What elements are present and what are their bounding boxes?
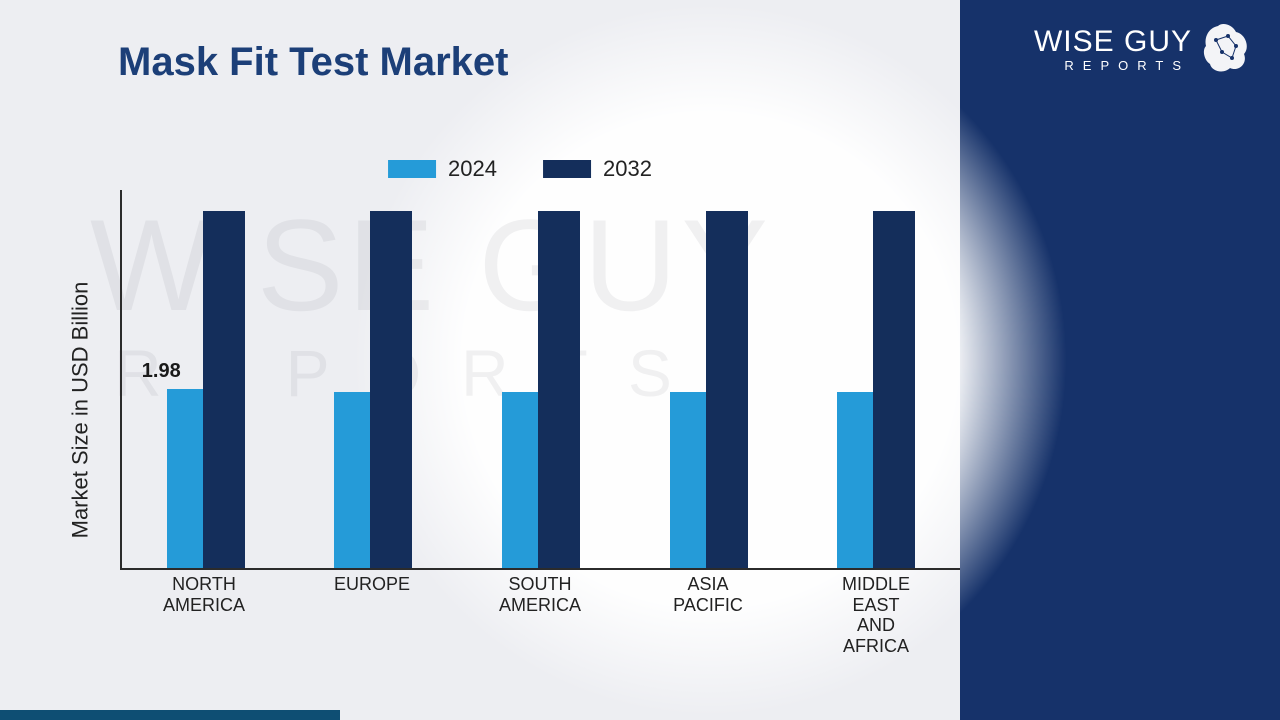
bar-2032 [873, 211, 915, 568]
brain-icon [1198, 22, 1252, 76]
legend-item-2032: 2032 [543, 156, 652, 182]
plot-area: 1.98 [120, 190, 960, 570]
bar-group [303, 190, 443, 568]
bar-group [639, 190, 779, 568]
legend-label-2032: 2032 [603, 156, 652, 182]
x-axis-label: MIDDLE EAST AND AFRICA [806, 574, 946, 657]
bar-2032 [538, 211, 580, 568]
y-axis-label: Market Size in USD Billion [68, 282, 94, 539]
bar-group: 1.98 [136, 190, 276, 568]
x-axis-label: EUROPE [302, 574, 442, 657]
brand-text: WISE GUY REPORTS [1034, 27, 1192, 72]
brand-sub: REPORTS [1064, 59, 1190, 72]
bar-2032 [706, 211, 748, 568]
brand-panel [960, 0, 1280, 720]
bar-2032 [370, 211, 412, 568]
page: WISE GUY REPORTS Mask Fit Test Market WI… [0, 0, 1280, 720]
bar-groups: 1.98 [122, 190, 960, 568]
page-title: Mask Fit Test Market [118, 40, 509, 85]
bar-group [806, 190, 946, 568]
legend-item-2024: 2024 [388, 156, 497, 182]
chart: 2024 2032 Market Size in USD Billion 1.9… [60, 160, 980, 660]
legend: 2024 2032 [388, 156, 652, 182]
legend-swatch-2032 [543, 160, 591, 178]
legend-label-2024: 2024 [448, 156, 497, 182]
brand-main: WISE GUY [1034, 27, 1192, 57]
legend-swatch-2024 [388, 160, 436, 178]
x-axis-label: ASIA PACIFIC [638, 574, 778, 657]
brand-logo: WISE GUY REPORTS [1034, 22, 1252, 76]
value-label: 1.98 [142, 360, 181, 383]
x-axis-label: NORTH AMERICA [134, 574, 274, 657]
bar-2032 [203, 211, 245, 568]
bottom-accent-bar [0, 710, 340, 720]
bar-group [471, 190, 611, 568]
x-axis-label: SOUTH AMERICA [470, 574, 610, 657]
x-axis-labels: NORTH AMERICA EUROPE SOUTH AMERICA ASIA PAC… [120, 574, 960, 657]
